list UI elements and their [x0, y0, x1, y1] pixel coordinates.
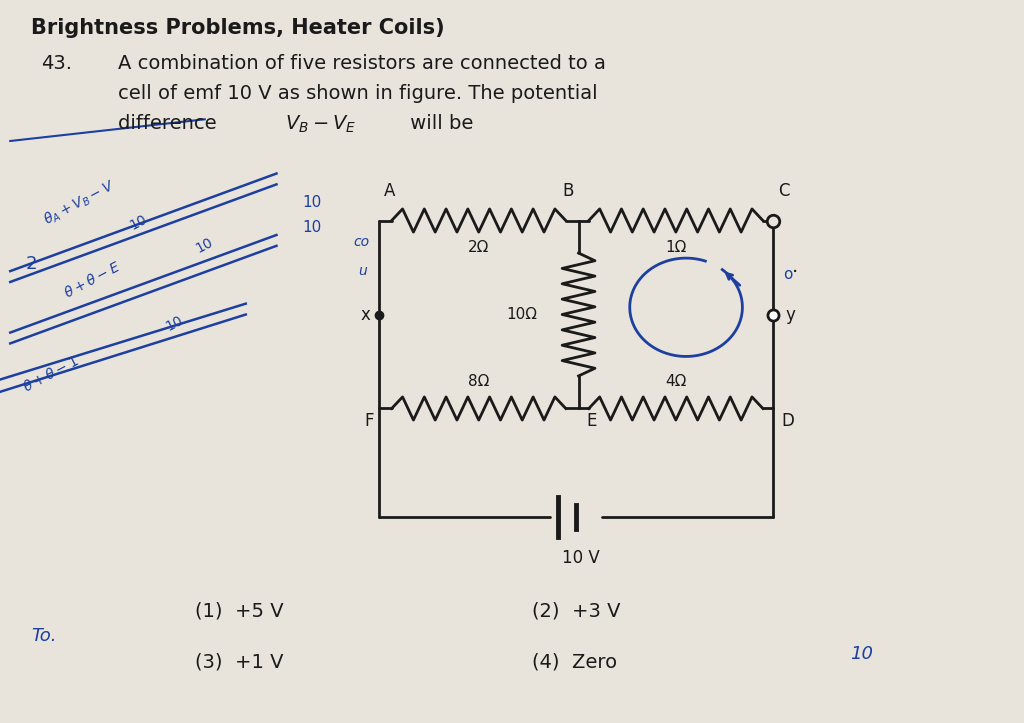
Text: 8Ω: 8Ω — [468, 374, 489, 388]
Text: 43.: 43. — [41, 54, 72, 73]
Text: (2)  +3 V: (2) +3 V — [532, 602, 621, 620]
Text: 10: 10 — [302, 221, 322, 235]
Text: To.: To. — [31, 628, 56, 645]
Text: 10: 10 — [302, 195, 322, 210]
Text: $V_B - V_E$: $V_B - V_E$ — [285, 114, 355, 134]
Text: D: D — [781, 412, 795, 430]
Text: 10: 10 — [850, 646, 872, 663]
Text: 10Ω: 10Ω — [507, 307, 538, 322]
Text: $\theta_A + V_B - V$: $\theta_A + V_B - V$ — [41, 176, 119, 228]
Text: 10: 10 — [127, 212, 150, 232]
Text: co: co — [353, 235, 370, 249]
Text: C: C — [778, 182, 790, 200]
Text: cell of emf 10 V as shown in figure. The potential: cell of emf 10 V as shown in figure. The… — [118, 84, 597, 103]
Text: (1)  +5 V: (1) +5 V — [195, 602, 284, 620]
Text: $\theta + \theta - 1$: $\theta + \theta - 1$ — [20, 354, 81, 395]
Text: (3)  +1 V: (3) +1 V — [195, 652, 283, 671]
Text: difference: difference — [118, 114, 222, 132]
Text: will be: will be — [404, 114, 474, 132]
Text: 1Ω: 1Ω — [666, 241, 686, 255]
Text: A combination of five resistors are connected to a: A combination of five resistors are conn… — [118, 54, 605, 73]
Text: 4Ω: 4Ω — [666, 374, 686, 388]
Text: A: A — [384, 182, 395, 200]
Text: B: B — [562, 182, 574, 200]
Text: 2: 2 — [26, 255, 37, 273]
Text: (4)  Zero: (4) Zero — [532, 652, 617, 671]
Text: 10 V: 10 V — [562, 549, 600, 568]
Text: u: u — [358, 264, 368, 278]
Text: ·: · — [792, 263, 798, 282]
Text: y: y — [785, 306, 796, 323]
Text: E: E — [587, 412, 597, 430]
Text: 2Ω: 2Ω — [468, 241, 489, 255]
Text: Brightness Problems, Heater Coils): Brightness Problems, Heater Coils) — [31, 18, 444, 38]
Text: o: o — [783, 268, 793, 282]
Text: x: x — [360, 306, 371, 323]
Text: $\theta + \theta - E$: $\theta + \theta - E$ — [61, 259, 123, 301]
Text: 10: 10 — [194, 236, 216, 256]
Text: 10: 10 — [163, 313, 185, 333]
Text: F: F — [365, 412, 374, 430]
